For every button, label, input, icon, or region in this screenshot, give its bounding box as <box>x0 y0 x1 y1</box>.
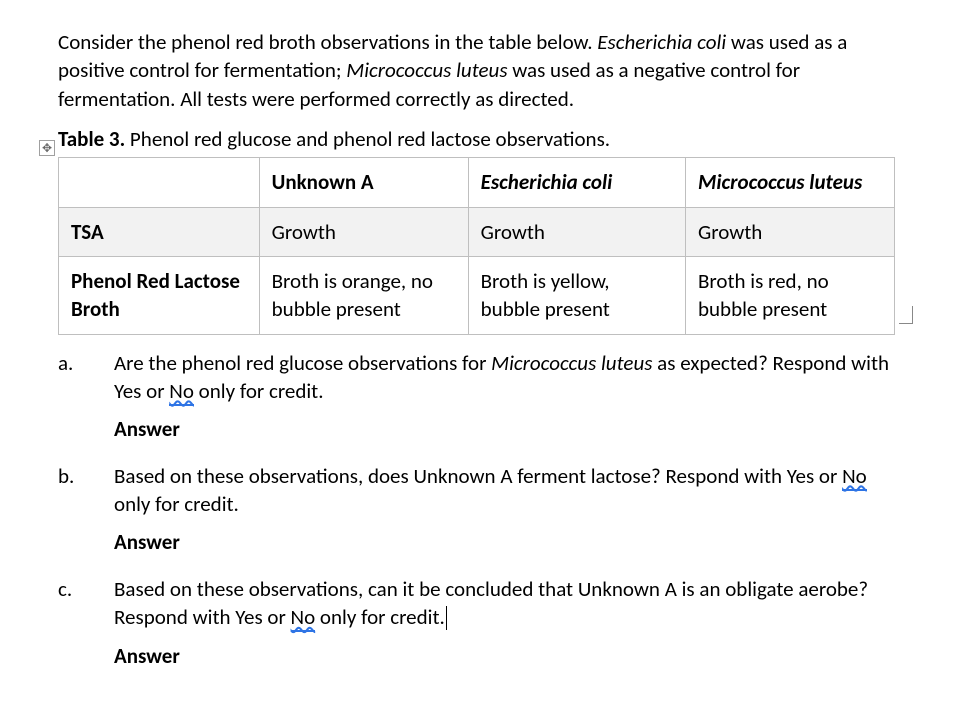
table-row: Phenol Red Lactose Broth Broth is orange… <box>59 257 895 335</box>
document-page: Consider the phenol red broth observatio… <box>0 0 953 708</box>
answer-label: Answer <box>114 642 895 670</box>
cell: Growth <box>468 207 685 256</box>
question-b: b. Based on these observations, does Unk… <box>58 462 895 567</box>
cell: Broth is orange, no bubble present <box>259 257 468 335</box>
answer-label: Answer <box>114 415 895 443</box>
table-row: TSA Growth Growth Growth <box>59 207 895 256</box>
question-text: Based on these observations, can it be c… <box>114 575 895 632</box>
observations-table: Unknown A Escherichia coli Micrococcus l… <box>58 157 895 334</box>
table-header-row: Unknown A Escherichia coli Micrococcus l… <box>59 158 895 207</box>
row-label-lactose: Phenol Red Lactose Broth <box>59 257 260 335</box>
cell: Growth <box>259 207 468 256</box>
table-caption: Table 3. Phenol red glucose and phenol r… <box>58 125 895 153</box>
text-cursor-icon <box>446 606 447 630</box>
qtext-part: Based on these observations, does Unknow… <box>114 463 842 489</box>
question-body: Based on these observations, does Unknow… <box>114 462 895 567</box>
question-marker: a. <box>58 349 114 454</box>
question-a: a. Are the phenol red glucose observatio… <box>58 349 895 454</box>
question-text: Based on these observations, does Unknow… <box>114 462 895 519</box>
table-caption-bold: Table 3. <box>58 126 125 152</box>
qtext-part: only for credit. <box>315 604 445 630</box>
question-body: Based on these observations, can it be c… <box>114 575 895 680</box>
qtext-part: Are the phenol red glucose observations … <box>114 350 491 376</box>
qtext-underlined: No <box>169 378 194 406</box>
question-marker: b. <box>58 462 114 567</box>
table-end-marker-icon <box>899 306 913 324</box>
qtext-underlined: No <box>291 604 316 632</box>
question-body: Are the phenol red glucose observations … <box>114 349 895 454</box>
intro-italic-2: Micrococcus luteus <box>346 57 507 83</box>
table-move-handle-icon[interactable]: ✥ <box>39 140 55 156</box>
question-marker: c. <box>58 575 114 680</box>
qtext-part: Based on these observations, can it be c… <box>114 576 868 630</box>
qtext-part: only for credit. <box>114 491 239 517</box>
header-blank <box>59 158 260 207</box>
intro-paragraph: Consider the phenol red broth observatio… <box>58 28 895 113</box>
question-text: Are the phenol red glucose observations … <box>114 349 895 406</box>
qtext-italic: Micrococcus luteus <box>491 350 652 376</box>
intro-italic-1: Escherichia coli <box>597 29 726 55</box>
intro-text-a: Consider the phenol red broth observatio… <box>58 29 597 55</box>
cell: Broth is yellow, bubble present <box>468 257 685 335</box>
question-c: c. Based on these observations, can it b… <box>58 575 895 680</box>
answer-label: Answer <box>114 528 895 556</box>
questions-list: a. Are the phenol red glucose observatio… <box>58 349 895 680</box>
table-wrapper: ✥ Unknown A Escherichia coli Micrococcus… <box>58 157 895 334</box>
header-ecoli: Escherichia coli <box>468 158 685 207</box>
table-caption-rest: Phenol red glucose and phenol red lactos… <box>125 126 610 152</box>
qtext-part: only for credit. <box>194 378 324 404</box>
row-label-tsa: TSA <box>59 207 260 256</box>
header-unknown-a: Unknown A <box>259 158 468 207</box>
cell: Growth <box>685 207 894 256</box>
qtext-underlined: No <box>842 463 867 491</box>
cell: Broth is red, no bubble present <box>685 257 894 335</box>
header-mluteus: Micrococcus luteus <box>685 158 894 207</box>
